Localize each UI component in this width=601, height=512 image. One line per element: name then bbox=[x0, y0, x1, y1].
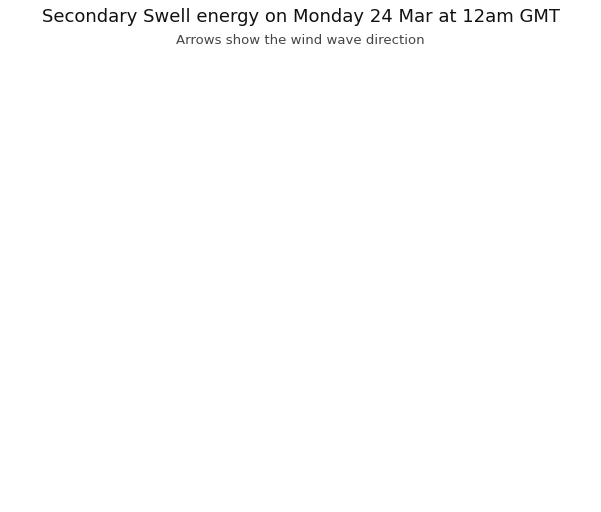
Text: Secondary Swell energy on Monday 24 Mar at 12am GMT: Secondary Swell energy on Monday 24 Mar … bbox=[41, 8, 560, 26]
Text: Map unavailable: Map unavailable bbox=[243, 272, 358, 286]
Text: Arrows show the wind wave direction: Arrows show the wind wave direction bbox=[176, 34, 425, 47]
